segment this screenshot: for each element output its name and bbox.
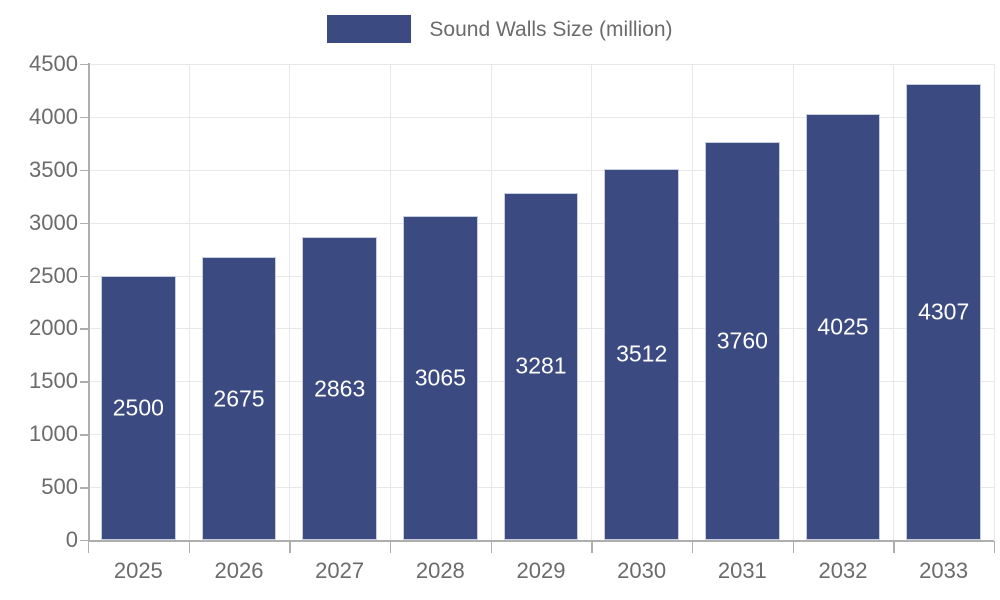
chart-legend: Sound Walls Size (million) [0,10,1000,48]
x-tick-label: 2027 [315,558,365,583]
gridline-vertical [189,64,190,540]
y-tick-mark [80,116,88,119]
x-tick-mark [591,541,593,553]
gridline-horizontal [88,64,994,65]
bar[interactable] [201,257,277,540]
x-tick-label: 2025 [113,558,163,583]
bar[interactable] [604,168,680,540]
legend-item-sound-walls-size[interactable]: Sound Walls Size (million) [327,15,673,43]
y-tick-label: 500 [41,474,78,500]
bar[interactable] [503,192,579,540]
plot-area: 2500 2675 2863 3065 3281 3512 3760 4025 4307 [88,64,995,541]
bar[interactable] [402,215,478,540]
x-axis-line [88,540,994,542]
x-tick-label: 2031 [717,558,767,583]
gridline-vertical [491,64,492,540]
x-tick-label: 2028 [415,558,465,583]
x-tick-label: 2029 [516,558,566,583]
gridline-horizontal [88,116,994,118]
x-tick-label: 2026 [214,558,264,583]
gridline-vertical [289,64,290,540]
y-tick-mark [80,222,88,225]
x-tick-mark [390,541,392,553]
gridline-vertical [893,64,894,540]
y-tick-mark [80,434,88,436]
x-tick-mark [792,541,795,553]
gridline-vertical [692,64,693,540]
y-tick-label: 3000 [29,209,78,235]
bar[interactable] [302,237,378,540]
x-tick-label: 2032 [818,558,868,583]
gridline-vertical [994,64,995,540]
gridline-vertical [390,64,391,540]
bar[interactable] [704,142,780,540]
y-tick-label: 2000 [29,315,78,341]
y-tick-mark [80,381,88,383]
y-tick-label: 2500 [29,262,78,288]
y-axis-line [88,63,90,541]
gridline-vertical [793,64,794,540]
y-tick-mark [80,169,88,172]
legend-label: Sound Walls Size (million) [429,17,673,41]
x-tick-label: 2030 [617,558,667,583]
gridline-horizontal [88,169,994,171]
bar[interactable] [805,114,881,540]
y-tick-label: 3500 [29,156,78,182]
x-tick-mark [88,541,90,553]
y-tick-label: 1000 [29,421,78,447]
x-tick-mark [994,541,996,553]
y-tick-mark [80,64,88,66]
x-tick-mark [289,541,291,553]
bar[interactable] [100,275,176,540]
x-tick-label: 2033 [919,558,969,583]
y-tick-label: 4000 [29,103,78,129]
y-tick-label: 4500 [29,51,78,76]
bar[interactable] [906,84,982,540]
gridline-vertical [591,64,592,540]
x-tick-mark [692,541,694,553]
y-tick-label: 0 [65,527,78,552]
x-tick-mark [893,541,895,553]
y-tick-mark [80,540,88,542]
y-tick-mark [80,328,88,330]
y-tick-mark [80,487,88,489]
y-tick-mark [80,275,88,277]
bars-layer: 2500 2675 2863 3065 3281 3512 3760 4025 4307 [88,64,994,540]
x-tick-mark [188,541,191,553]
legend-swatch-icon [327,15,412,43]
x-tick-mark [490,541,493,553]
y-tick-label: 1500 [29,368,78,394]
